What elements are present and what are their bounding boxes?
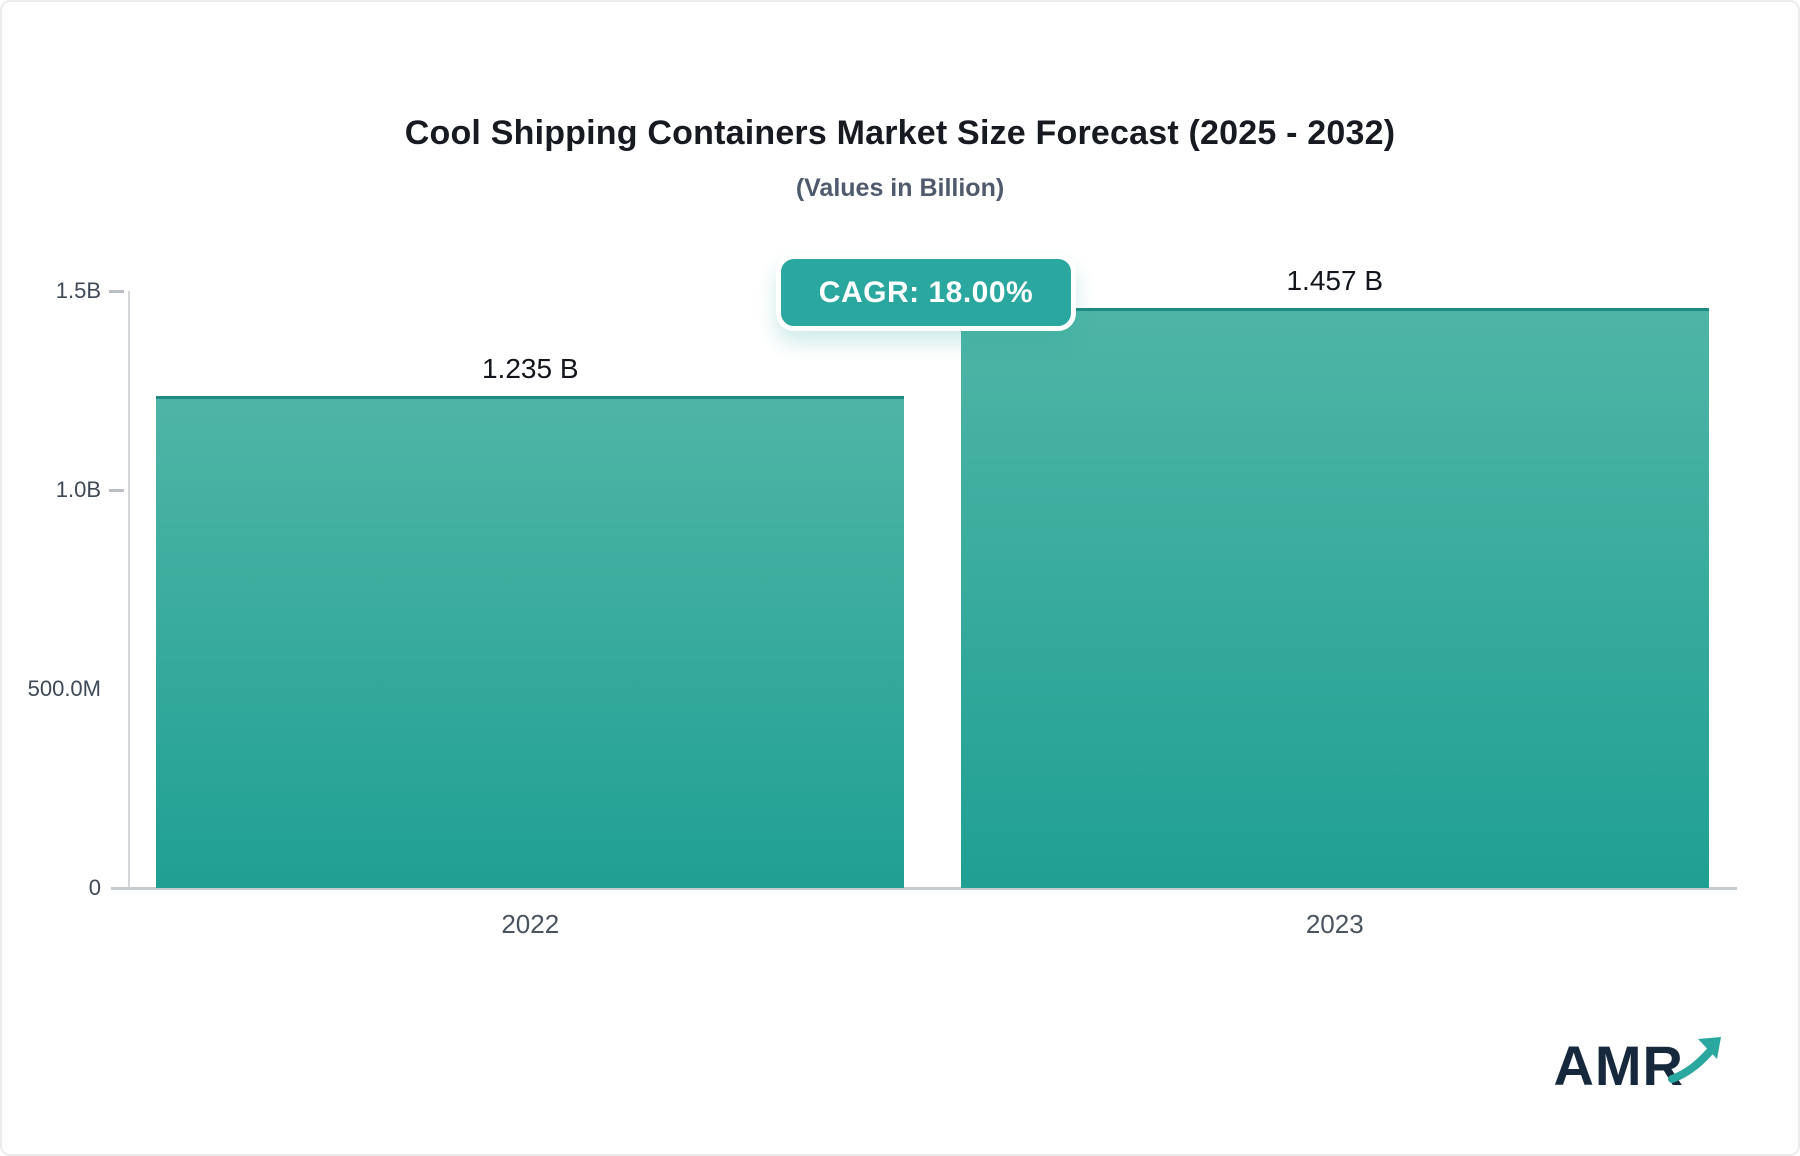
amr-logo-text: AMR: [1553, 1034, 1684, 1097]
cagr-badge-label: CAGR: 18.00%: [818, 275, 1034, 309]
plot-area: 0 500.0M 1.0B 1.5B 1.235 B 2022 1.457 B …: [28, 265, 1737, 939]
y-tick-500m: 500.0M: [28, 676, 101, 702]
chart-subtitle: (Values in Billion): [795, 174, 1005, 202]
bar-value-label-2022: 1.235 B: [481, 353, 579, 385]
tick-dash: [109, 488, 124, 492]
bar-value-label-2023: 1.457 B: [1286, 265, 1383, 297]
chart-title: Cool Shipping Containers Market Size For…: [404, 114, 1396, 152]
tick-dash: [109, 289, 124, 293]
y-tick-label: 1.0B: [55, 477, 101, 502]
y-tick-label: 1.5B: [55, 278, 101, 303]
amr-logo: AMR: [1553, 1033, 1722, 1098]
y-tick-1-5b: 1.5B: [55, 278, 124, 304]
x-axis-label-2023: 2023: [1305, 909, 1364, 939]
y-tick-label: 500.0M: [27, 676, 101, 701]
bar-2023: 1.457 B 2023: [960, 265, 1709, 939]
y-tick-label: 0: [88, 875, 101, 900]
x-axis-label-2022: 2022: [501, 909, 560, 939]
y-tick-1b: 1.0B: [55, 477, 124, 503]
y-axis-line: [128, 291, 130, 888]
x-axis-line: [111, 887, 1737, 890]
bar-2022: 1.235 B 2022: [156, 353, 905, 939]
cagr-badge: CAGR: 18.00%: [776, 254, 1076, 331]
y-tick-0: 0: [89, 875, 101, 901]
growth-arrow-icon: [1668, 1036, 1721, 1083]
